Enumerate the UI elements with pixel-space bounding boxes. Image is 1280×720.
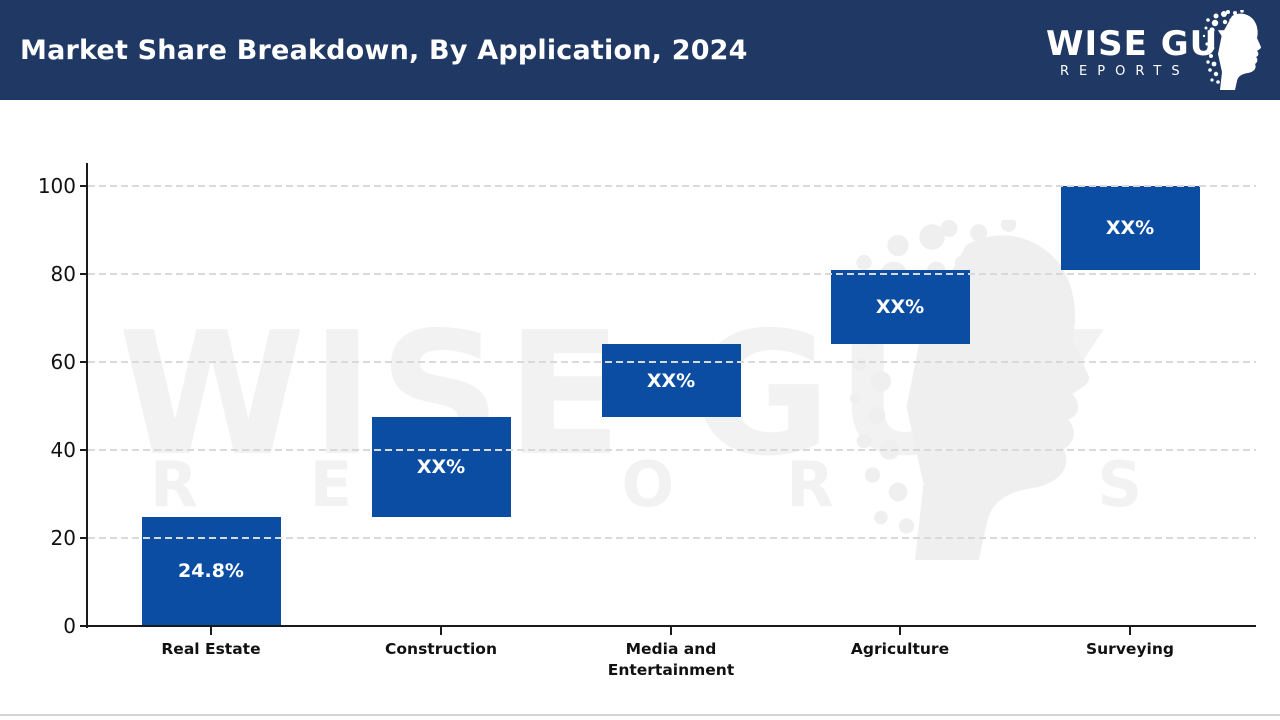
- y-tick-label-0: 0: [63, 614, 76, 638]
- bottom-divider: [0, 714, 1280, 716]
- bar-value-label: XX%: [1105, 216, 1155, 239]
- x-tick-label-0: Real Estate: [161, 640, 261, 658]
- y-tick-20: [80, 537, 88, 539]
- wise-guy-logo: WISE GUY REPORTS: [1018, 8, 1268, 92]
- y-tick-80: [80, 273, 88, 275]
- bar-agriculture: XX%: [830, 269, 970, 345]
- gridline-60: [88, 361, 1256, 363]
- y-tick-label-40: 40: [50, 438, 76, 462]
- x-tick-3: [899, 627, 901, 635]
- x-tick-label-4: Surveying: [1085, 640, 1174, 658]
- x-tick-label-1: Construction: [385, 640, 497, 658]
- gridline-20: [88, 537, 1256, 539]
- page-title: Market Share Breakdown, By Application, …: [20, 34, 748, 66]
- y-tick-label-100: 100: [37, 174, 76, 198]
- y-tick-label-20: 20: [50, 526, 76, 550]
- x-axis-spine: [86, 625, 1256, 627]
- bar-value-label: XX%: [646, 369, 696, 392]
- header-bar: Market Share Breakdown, By Application, …: [0, 0, 1280, 100]
- dotted-head-icon: [1202, 10, 1261, 90]
- x-tick-0: [210, 627, 212, 635]
- y-axis-spine: [86, 163, 88, 628]
- y-tick-label-80: 80: [50, 262, 76, 286]
- bar-value-label: XX%: [416, 455, 466, 478]
- y-tick-40: [80, 449, 88, 451]
- bar-value-label: 24.8%: [178, 560, 244, 583]
- bar-value-label: XX%: [875, 295, 925, 318]
- gridline-40: [88, 449, 1256, 451]
- bar-media-and-entertainment: XX%: [601, 344, 741, 417]
- y-tick-60: [80, 361, 88, 363]
- chart-plot-area: WISE GUY REPORTS 0 20 40 60 80 100 24.8% Real E…: [0, 100, 1280, 714]
- logo-subtitle: REPORTS: [1060, 64, 1190, 79]
- bar-construction: XX%: [371, 417, 511, 517]
- x-tick-label-3: Agriculture: [850, 640, 950, 658]
- bar-real-estate: 24.8%: [141, 516, 281, 626]
- x-tick-4: [1129, 627, 1131, 635]
- x-tick-2: [670, 627, 672, 635]
- gridline-80: [88, 273, 1256, 275]
- y-tick-label-60: 60: [50, 350, 76, 374]
- y-tick-0: [80, 625, 88, 627]
- x-tick-label-2: Media and Entertainment: [607, 640, 735, 679]
- gridline-100: [88, 185, 1256, 187]
- bar-surveying: XX%: [1060, 186, 1200, 270]
- x-tick-1: [440, 627, 442, 635]
- y-tick-100: [80, 185, 88, 187]
